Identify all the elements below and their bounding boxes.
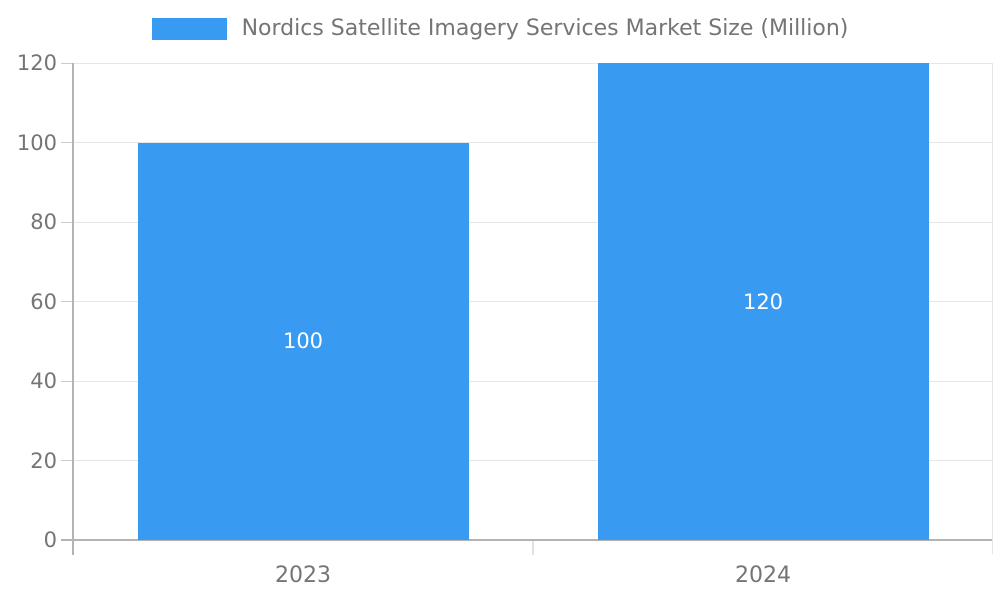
bar-value-label: 100 (282, 329, 324, 354)
plot-right-border (992, 63, 993, 554)
legend: Nordics Satellite Imagery Services Marke… (0, 14, 1000, 44)
y-axis-tick (61, 301, 72, 302)
y-axis-tick-label: 0 (43, 528, 57, 552)
bar-2024[interactable]: 120 (597, 63, 929, 540)
y-axis-tick-label: 100 (16, 130, 57, 155)
y-axis-tick (61, 460, 72, 461)
x-axis-line (61, 539, 993, 541)
gridline (73, 380, 993, 382)
legend-item[interactable]: Nordics Satellite Imagery Services Marke… (151, 14, 849, 44)
gridline (73, 142, 993, 143)
y-axis-tick (61, 142, 72, 143)
y-axis-tick-label: 60 (30, 289, 57, 314)
y-axis-tick-label: 40 (30, 369, 57, 393)
y-axis-line (72, 63, 74, 555)
gridline (73, 221, 993, 223)
y-axis-tick-label: 80 (30, 210, 57, 234)
gridline (73, 62, 993, 64)
bar-2023[interactable]: 100 (137, 142, 469, 540)
x-axis-label-2024: 2024 (735, 563, 791, 588)
legend-swatch (151, 18, 227, 40)
y-axis-tick (61, 380, 72, 382)
y-axis-tick (61, 221, 72, 223)
gridline (73, 301, 993, 302)
chart-title: Nordics Satellite Imagery Services Marke… (241, 16, 849, 41)
y-axis-tick-label: 20 (30, 448, 57, 473)
gridline (73, 460, 993, 461)
bar-value-label: 120 (742, 289, 784, 314)
y-axis-tick-label: 120 (16, 51, 57, 75)
x-axis-label-2023: 2023 (275, 563, 331, 588)
y-axis-tick (61, 62, 72, 64)
x-axis-boundary-tick (532, 541, 534, 555)
